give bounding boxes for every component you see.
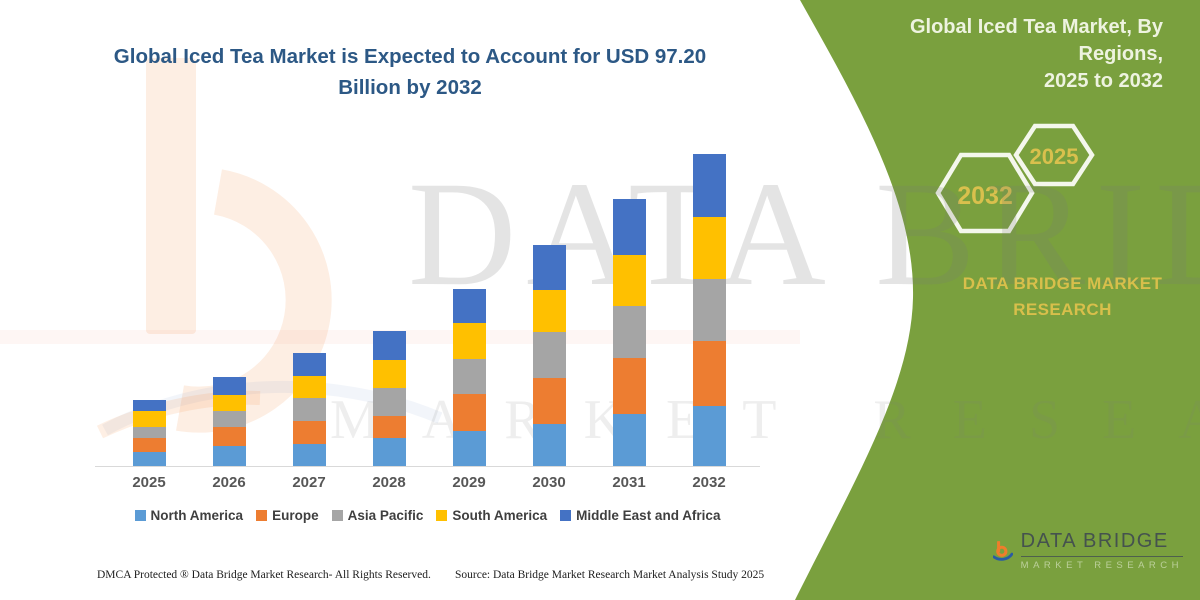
legend-label: Asia Pacific bbox=[347, 508, 424, 523]
legend-label: Middle East and Africa bbox=[576, 508, 721, 523]
bar-2028 bbox=[372, 331, 406, 466]
x-axis-label-2032: 2032 bbox=[692, 474, 726, 491]
bar-segment-2030-middle-east-and-africa bbox=[532, 244, 566, 291]
logo-b-icon bbox=[993, 541, 1013, 561]
bar-segment-2029-middle-east-and-africa bbox=[452, 288, 486, 323]
bar-segment-2032-south-america bbox=[692, 216, 726, 279]
logo-sub-text: MARKET RESEARCH bbox=[1020, 560, 1183, 571]
legend-item-asia-pacific: Asia Pacific bbox=[331, 508, 424, 523]
x-axis-labels: 2025 2026 2027 2028 2029 2030 2031 2032 bbox=[95, 474, 760, 494]
logo-text-column: DATA BRIDGE MARKET RESEARCH bbox=[1020, 530, 1183, 571]
bar-2026 bbox=[212, 377, 246, 466]
hexagon-2025 bbox=[1013, 123, 1095, 187]
bar-2025 bbox=[132, 399, 166, 466]
bar-segment-2028-europe bbox=[372, 415, 406, 439]
bar-segment-2028-middle-east-and-africa bbox=[372, 331, 406, 361]
side-panel-title-line2: 2025 to 2032 bbox=[1044, 70, 1163, 92]
chart-title: Global Iced Tea Market is Expected to Ac… bbox=[113, 45, 707, 99]
bar-segment-2025-south-america bbox=[132, 411, 166, 427]
legend-marker bbox=[436, 510, 448, 521]
bar-2032 bbox=[692, 154, 726, 466]
bar-segment-2028-north-america bbox=[372, 438, 406, 466]
data-bridge-logo: DATA BRIDGE MARKET RESEARCH bbox=[993, 518, 1183, 588]
bar-segment-2026-middle-east-and-africa bbox=[212, 377, 246, 396]
bar-segment-2025-middle-east-and-africa bbox=[132, 399, 166, 412]
legend-item-europe: Europe bbox=[256, 508, 319, 523]
bar-segment-2029-south-america bbox=[452, 322, 486, 360]
bar-segment-2030-south-america bbox=[532, 290, 566, 333]
bar-segment-2028-south-america bbox=[372, 360, 406, 389]
side-panel-title: Global Iced Tea Market, By Regions, 2025… bbox=[823, 14, 1163, 95]
bar-segment-2032-europe bbox=[692, 340, 726, 406]
legend-label: Europe bbox=[272, 508, 319, 523]
bar-segment-2032-middle-east-and-africa bbox=[692, 154, 726, 217]
x-axis-label-2031: 2031 bbox=[612, 474, 646, 491]
source-text: Source: Data Bridge Market Research Mark… bbox=[455, 569, 765, 581]
bar-segment-2026-asia-pacific bbox=[212, 411, 246, 427]
bar-segment-2029-north-america bbox=[452, 431, 486, 466]
x-axis-label-2026: 2026 bbox=[212, 474, 246, 491]
bar-segment-2029-asia-pacific bbox=[452, 359, 486, 395]
hexagon-2032-label: 2032 bbox=[957, 182, 1013, 210]
bar-segment-2026-south-america bbox=[212, 395, 246, 412]
bar-segment-2030-asia-pacific bbox=[532, 332, 566, 378]
bar-segment-2025-north-america bbox=[132, 451, 166, 466]
stacked-bar-plot bbox=[95, 140, 760, 467]
legend-marker bbox=[331, 510, 343, 521]
dmca-attribution-text: DMCA Protected ® Data Bridge Market Rese… bbox=[97, 569, 431, 581]
legend-item-south-america: South America bbox=[436, 508, 547, 523]
bar-2031 bbox=[612, 198, 646, 466]
legend-item-middle-east-and-africa: Middle East and Africa bbox=[560, 508, 720, 523]
logo-brand-text: DATA BRIDGE bbox=[1020, 530, 1183, 557]
chart-legend: North America Europe Asia Pacific South Ame… bbox=[95, 508, 760, 523]
bar-segment-2031-middle-east-and-africa bbox=[612, 198, 646, 255]
bar-segment-2027-north-america bbox=[292, 443, 326, 466]
hexagon-2025-label: 2025 bbox=[1030, 144, 1079, 169]
bar-segment-2030-europe bbox=[532, 377, 566, 425]
bar-segment-2029-europe bbox=[452, 394, 486, 432]
legend-label: South America bbox=[452, 508, 548, 523]
bar-segment-2027-asia-pacific bbox=[292, 397, 326, 422]
bar-segment-2031-europe bbox=[612, 358, 646, 415]
bar-segment-2030-north-america bbox=[532, 424, 566, 466]
brand-line2: RESEARCH bbox=[1013, 299, 1112, 319]
x-axis-label-2025: 2025 bbox=[132, 474, 166, 491]
hexagon-2032 bbox=[935, 152, 1035, 234]
legend-item-north-america: North America bbox=[134, 508, 244, 523]
x-axis-label-2030: 2030 bbox=[532, 474, 566, 491]
bar-segment-2026-europe bbox=[212, 426, 246, 447]
bar-segment-2031-south-america bbox=[612, 254, 646, 306]
bar-segment-2027-south-america bbox=[292, 376, 326, 398]
legend-marker bbox=[256, 510, 268, 521]
x-axis-label-2029: 2029 bbox=[452, 474, 486, 491]
bar-segment-2025-europe bbox=[132, 438, 166, 452]
bar-2027 bbox=[292, 352, 326, 466]
bar-segment-2026-north-america bbox=[212, 446, 246, 466]
bar-segment-2031-asia-pacific bbox=[612, 305, 646, 359]
bar-segment-2027-middle-east-and-africa bbox=[292, 352, 326, 377]
x-axis-label-2027: 2027 bbox=[292, 474, 326, 491]
bar-segment-2031-north-america bbox=[612, 414, 646, 466]
x-axis-label-2028: 2028 bbox=[372, 474, 406, 491]
brand-line1: DATA BRIDGE MARKET bbox=[962, 274, 1163, 293]
legend-marker bbox=[134, 510, 146, 521]
bar-segment-2032-asia-pacific bbox=[692, 278, 726, 341]
side-panel-title-line1: Global Iced Tea Market, By Regions, bbox=[909, 16, 1163, 65]
legend-marker bbox=[560, 510, 572, 521]
bar-segment-2028-asia-pacific bbox=[372, 388, 406, 416]
bar-2030 bbox=[532, 244, 566, 466]
bar-segment-2025-asia-pacific bbox=[132, 426, 166, 439]
bar-segment-2032-north-america bbox=[692, 405, 726, 466]
bar-2029 bbox=[452, 288, 486, 466]
bar-segment-2027-europe bbox=[292, 421, 326, 444]
brand-name-block: DATA BRIDGE MARKET RESEARCH bbox=[935, 271, 1190, 322]
legend-label: North America bbox=[150, 508, 244, 523]
